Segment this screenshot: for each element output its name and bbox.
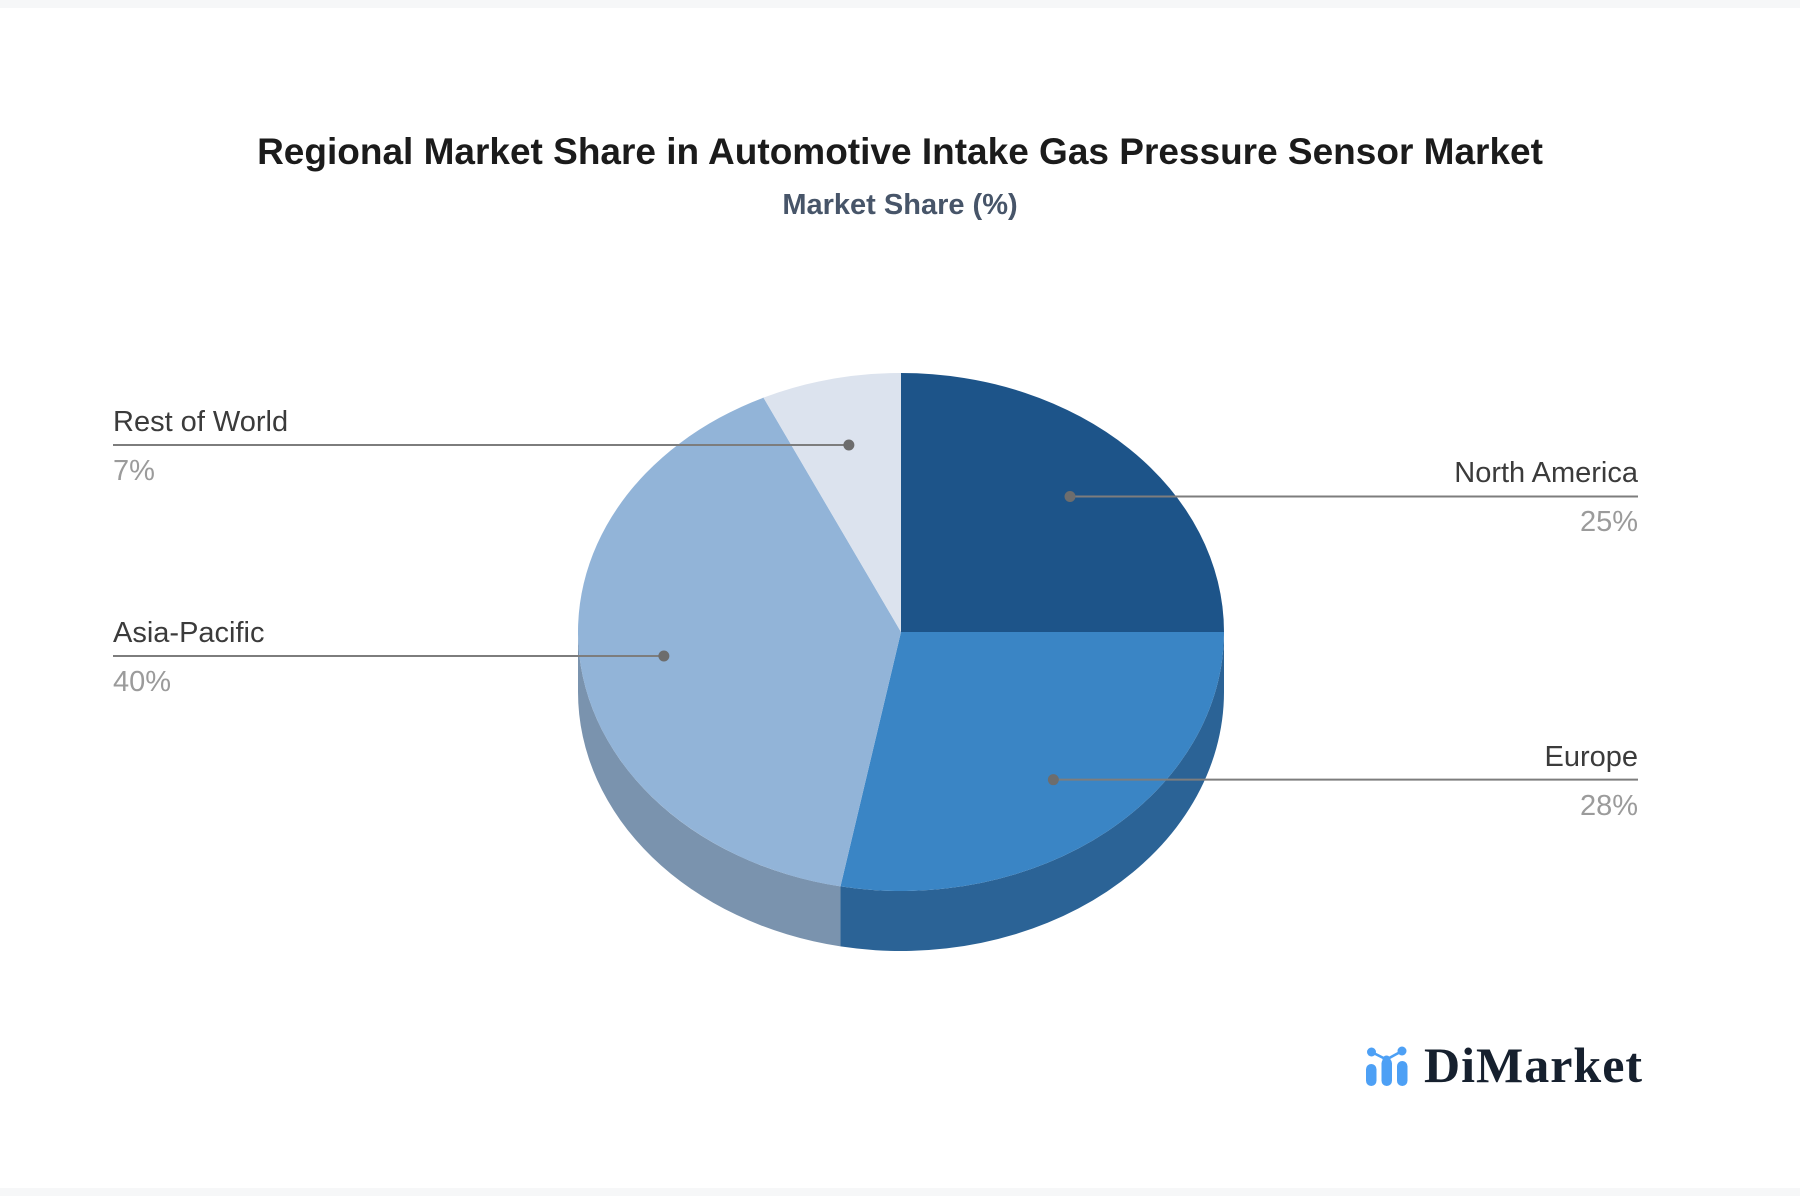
bar-line-chart-icon (1366, 1046, 1408, 1086)
slice-percent-text: 40% (113, 666, 172, 699)
pie-slice-europe[interactable] (840, 632, 1224, 891)
slice-label-text: Rest of World (113, 405, 289, 438)
slice-percent-text: 7% (113, 454, 155, 487)
pie-slice-north-america[interactable] (901, 373, 1224, 632)
pie-slice-asia-pacific[interactable] (577, 397, 901, 887)
chart-subtitle: Market Share (%) (782, 189, 1018, 221)
leader-dot-rest-of-world (843, 439, 855, 451)
pie-slice-side-europe (840, 632, 1224, 952)
top-edge-strip (0, 0, 1800, 8)
dimarket-logo[interactable]: DiMarket (1363, 1037, 1644, 1093)
bottom-edge-strip (0, 1188, 1800, 1196)
slice-label-text: Asia-Pacific (113, 617, 265, 650)
pie-slice-rest-of-world[interactable] (763, 373, 901, 632)
dimarket-logo-text: DiMarket (1424, 1037, 1644, 1093)
leader-dot-north-america (1064, 490, 1076, 502)
slice-percent-text: 25% (1579, 506, 1638, 539)
pie-slice-side-asia-pacific (578, 632, 841, 947)
slice-label-text: Europe (1544, 740, 1638, 773)
slice-percent-text: 28% (1579, 789, 1638, 822)
leader-dot-asia-pacific (658, 650, 670, 662)
chart-title: Regional Market Share in Automotive Inta… (257, 131, 1543, 172)
leader-dot-europe (1047, 774, 1059, 786)
slice-label-text: North America (1454, 457, 1638, 490)
